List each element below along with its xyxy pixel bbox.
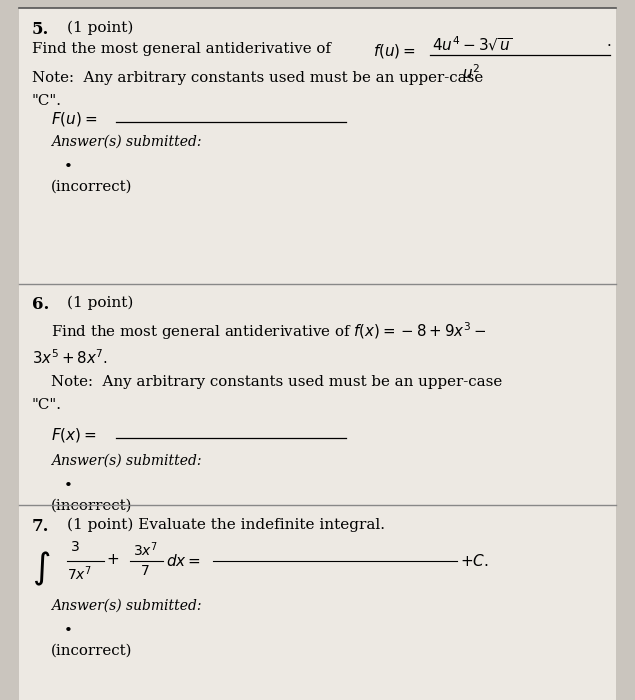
Text: •: •: [64, 160, 72, 174]
Text: Answer(s) submitted:: Answer(s) submitted:: [51, 134, 201, 148]
Text: $+$: $+$: [106, 553, 119, 567]
Text: "C".: "C".: [32, 398, 62, 412]
Text: Find the most general antiderivative of: Find the most general antiderivative of: [32, 42, 335, 56]
Text: (1 point) Evaluate the indefinite integral.: (1 point) Evaluate the indefinite integr…: [67, 518, 385, 533]
Text: Note:  Any arbitrary constants used must be an upper-case: Note: Any arbitrary constants used must …: [32, 71, 483, 85]
Text: $F(x) =$: $F(x) =$: [51, 426, 97, 444]
Text: Answer(s) submitted:: Answer(s) submitted:: [51, 454, 201, 468]
Text: $f(u) =$: $f(u) =$: [373, 42, 416, 60]
Text: $7$: $7$: [140, 564, 150, 578]
Text: Find the most general antiderivative of $f(x) = -8 + 9x^3 -$: Find the most general antiderivative of …: [51, 321, 486, 342]
Text: "C".: "C".: [32, 94, 62, 108]
Text: $3x^7$: $3x^7$: [133, 540, 158, 559]
Text: (1 point): (1 point): [67, 296, 133, 311]
Text: (incorrect): (incorrect): [51, 179, 132, 193]
Text: (1 point): (1 point): [67, 21, 133, 36]
Text: $\int$: $\int$: [32, 550, 50, 588]
Text: $F(u) =$: $F(u) =$: [51, 110, 97, 128]
Text: $dx =$: $dx =$: [166, 553, 201, 569]
Text: Note:  Any arbitrary constants used must be an upper-case: Note: Any arbitrary constants used must …: [51, 375, 502, 389]
Text: (incorrect): (incorrect): [51, 643, 132, 657]
Bar: [19, 505, 616, 700]
Text: (incorrect): (incorrect): [51, 498, 132, 512]
Bar: [19, 284, 616, 505]
Text: $3x^5 + 8x^7.$: $3x^5 + 8x^7.$: [32, 349, 108, 368]
Text: 6.: 6.: [32, 296, 49, 313]
Text: $u^2$: $u^2$: [462, 63, 479, 82]
Text: 5.: 5.: [32, 21, 49, 38]
Text: .: .: [607, 35, 612, 49]
Text: $+C.$: $+C.$: [460, 553, 488, 569]
Text: 7.: 7.: [32, 518, 50, 535]
Text: •: •: [64, 624, 72, 638]
Text: $3$: $3$: [70, 540, 79, 554]
Text: •: •: [64, 479, 72, 493]
Text: $7x^7$: $7x^7$: [67, 564, 91, 583]
Text: $4u^4-3\sqrt{u}$: $4u^4-3\sqrt{u}$: [432, 35, 513, 54]
Text: Answer(s) submitted:: Answer(s) submitted:: [51, 598, 201, 612]
Bar: [19, 8, 616, 284]
